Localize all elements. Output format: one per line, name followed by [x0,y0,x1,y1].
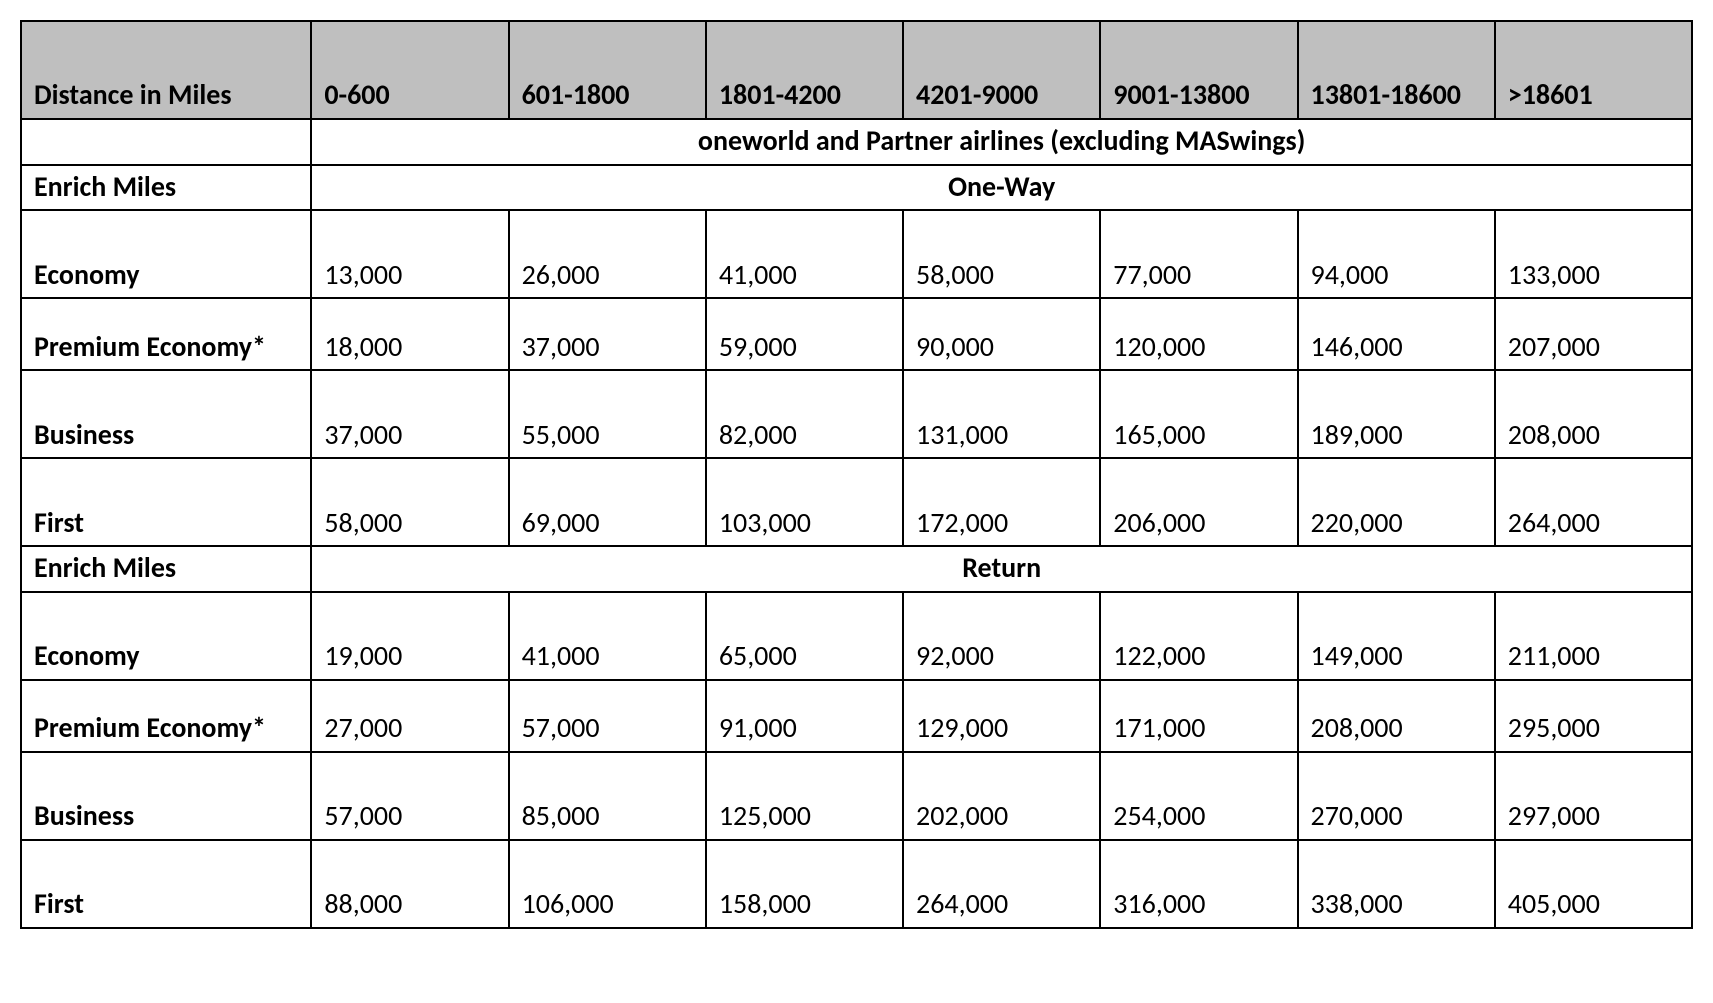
header-row-label: Distance in Miles [21,21,311,119]
col-header-0: 0-600 [311,21,508,119]
cell: 37,000 [509,298,706,370]
col-header-1: 601-1800 [509,21,706,119]
cell: 82,000 [706,370,903,458]
cell: 405,000 [1495,840,1692,928]
table-row: Economy 13,000 26,000 41,000 58,000 77,0… [21,210,1692,298]
row-label: Economy [21,592,311,680]
cell: 158,000 [706,840,903,928]
table-row: Economy 19,000 41,000 65,000 92,000 122,… [21,592,1692,680]
cell: 55,000 [509,370,706,458]
row-label: Business [21,752,311,840]
row-label: First [21,458,311,546]
cell: 19,000 [311,592,508,680]
row-label: Business [21,370,311,458]
cell: 264,000 [903,840,1100,928]
table-row: Business 37,000 55,000 82,000 131,000 16… [21,370,1692,458]
section-0-subhead: One-Way [311,165,1692,211]
cell: 90,000 [903,298,1100,370]
cell: 149,000 [1298,592,1495,680]
cell: 94,000 [1298,210,1495,298]
cell: 41,000 [509,592,706,680]
table-row: First 88,000 106,000 158,000 264,000 316… [21,840,1692,928]
cell: 92,000 [903,592,1100,680]
award-chart-table: Distance in Miles 0-600 601-1800 1801-42… [20,20,1693,929]
header-row: Distance in Miles 0-600 601-1800 1801-42… [21,21,1692,119]
cell: 295,000 [1495,680,1692,752]
cell: 338,000 [1298,840,1495,928]
row-label: Premium Economy* [21,298,311,370]
section-1-label: Enrich Miles [21,546,311,592]
cell: 18,000 [311,298,508,370]
cell: 208,000 [1298,680,1495,752]
cell: 220,000 [1298,458,1495,546]
section-0-label: Enrich Miles [21,165,311,211]
cell: 77,000 [1100,210,1297,298]
cell: 59,000 [706,298,903,370]
cell: 172,000 [903,458,1100,546]
cell: 41,000 [706,210,903,298]
cell: 207,000 [1495,298,1692,370]
cell: 202,000 [903,752,1100,840]
cell: 85,000 [509,752,706,840]
cell: 69,000 [509,458,706,546]
col-header-6: >18601 [1495,21,1692,119]
cell: 189,000 [1298,370,1495,458]
cell: 91,000 [706,680,903,752]
col-header-5: 13801-18600 [1298,21,1495,119]
cell: 270,000 [1298,752,1495,840]
cell: 125,000 [706,752,903,840]
cell: 57,000 [509,680,706,752]
cell: 88,000 [311,840,508,928]
banner-empty-cell [21,119,311,165]
row-label: First [21,840,311,928]
row-label: Premium Economy* [21,680,311,752]
cell: 26,000 [509,210,706,298]
banner-row: oneworld and Partner airlines (excluding… [21,119,1692,165]
cell: 264,000 [1495,458,1692,546]
col-header-3: 4201-9000 [903,21,1100,119]
section-1-head: Enrich Miles Return [21,546,1692,592]
row-label: Economy [21,210,311,298]
section-0-head: Enrich Miles One-Way [21,165,1692,211]
cell: 133,000 [1495,210,1692,298]
cell: 106,000 [509,840,706,928]
cell: 37,000 [311,370,508,458]
cell: 57,000 [311,752,508,840]
cell: 129,000 [903,680,1100,752]
table-row: Business 57,000 85,000 125,000 202,000 2… [21,752,1692,840]
table-row: First 58,000 69,000 103,000 172,000 206,… [21,458,1692,546]
col-header-4: 9001-13800 [1100,21,1297,119]
cell: 208,000 [1495,370,1692,458]
section-1-subhead: Return [311,546,1692,592]
table-row: Premium Economy* 18,000 37,000 59,000 90… [21,298,1692,370]
col-header-2: 1801-4200 [706,21,903,119]
cell: 58,000 [903,210,1100,298]
table-row: Premium Economy* 27,000 57,000 91,000 12… [21,680,1692,752]
cell: 297,000 [1495,752,1692,840]
cell: 206,000 [1100,458,1297,546]
cell: 58,000 [311,458,508,546]
cell: 120,000 [1100,298,1297,370]
cell: 122,000 [1100,592,1297,680]
cell: 131,000 [903,370,1100,458]
cell: 171,000 [1100,680,1297,752]
cell: 254,000 [1100,752,1297,840]
cell: 146,000 [1298,298,1495,370]
cell: 316,000 [1100,840,1297,928]
banner-cell: oneworld and Partner airlines (excluding… [311,119,1692,165]
cell: 165,000 [1100,370,1297,458]
cell: 13,000 [311,210,508,298]
cell: 65,000 [706,592,903,680]
cell: 103,000 [706,458,903,546]
cell: 27,000 [311,680,508,752]
cell: 211,000 [1495,592,1692,680]
